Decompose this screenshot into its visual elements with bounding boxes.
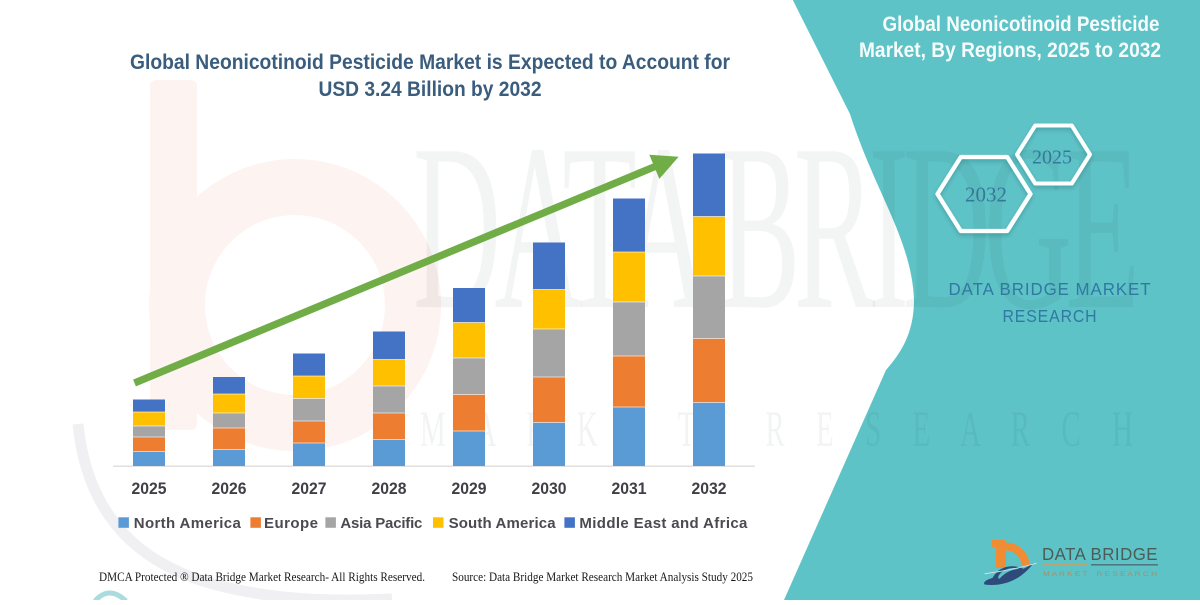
svg-text:2026: 2026 — [212, 479, 247, 498]
svg-text:2027: 2027 — [292, 479, 327, 498]
svg-text:2025: 2025 — [1032, 148, 1072, 169]
svg-text:Asia Pacific: Asia Pacific — [340, 515, 422, 532]
svg-text:2032: 2032 — [965, 183, 1007, 207]
svg-text:M A R K E T R E S E A R C H: M A R K E T R E S E A R C H — [1043, 571, 1157, 578]
svg-text:Europe: Europe — [264, 515, 318, 532]
svg-text:2029: 2029 — [452, 479, 487, 498]
svg-text:Source: Data Bridge Market Res: Source: Data Bridge Market Research Mark… — [452, 570, 753, 584]
svg-text:2025: 2025 — [132, 479, 167, 498]
svg-text:USD 3.24 Billion by 2032: USD 3.24 Billion by 2032 — [319, 77, 542, 101]
svg-text:2030: 2030 — [532, 479, 567, 498]
svg-text:2028: 2028 — [372, 479, 407, 498]
svg-text:Global Neonicotinoid Pesticide: Global Neonicotinoid Pesticide Market is… — [130, 50, 731, 74]
svg-text:RESEARCH: RESEARCH — [1003, 306, 1098, 326]
svg-text:DATA BRIDGE: DATA BRIDGE — [1042, 544, 1158, 564]
svg-text:DATA BRIDGE MARKET: DATA BRIDGE MARKET — [949, 279, 1152, 299]
svg-text:2031: 2031 — [612, 479, 647, 498]
svg-text:Middle East and Africa: Middle East and Africa — [579, 515, 748, 532]
svg-text:Market, By Regions, 2025 to 20: Market, By Regions, 2025 to 2032 — [859, 39, 1161, 62]
svg-text:M A R K E T R E S E A R C H: M A R K E T R E S E A R C H — [420, 401, 1133, 457]
svg-text:2032: 2032 — [692, 479, 727, 498]
svg-text:DMCA Protected ® Data Bridge M: DMCA Protected ® Data Bridge Market Rese… — [99, 570, 425, 584]
svg-text:North America: North America — [134, 515, 242, 532]
svg-text:Global Neonicotinoid Pesticide: Global Neonicotinoid Pesticide — [883, 13, 1160, 36]
svg-text:South America: South America — [449, 515, 557, 532]
